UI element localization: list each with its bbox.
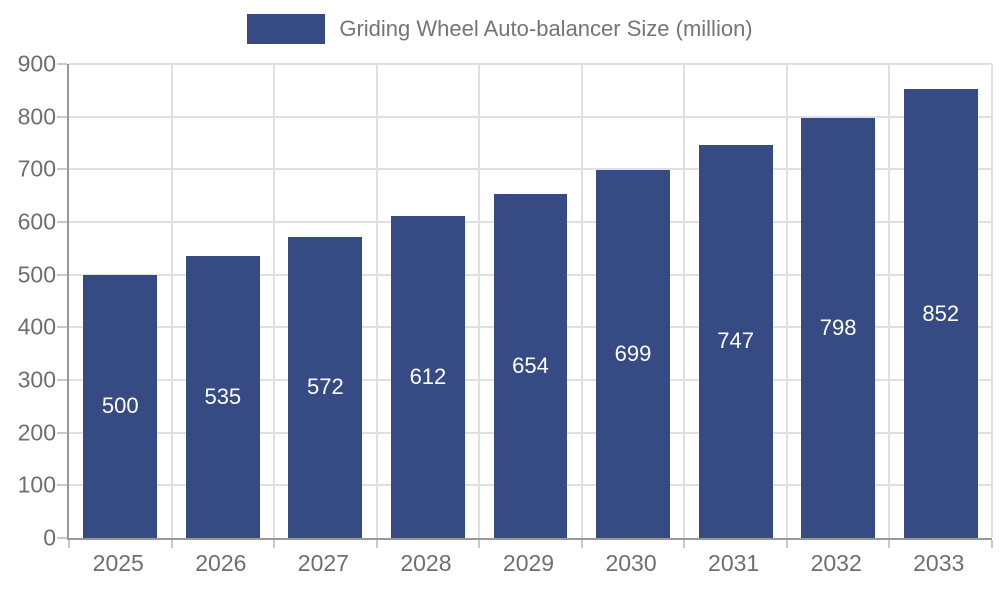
- x-axis-tick: [683, 540, 686, 548]
- x-axis-tick: [580, 540, 583, 548]
- bar-value-label: 852: [922, 300, 960, 326]
- y-axis-tick-label: 100: [17, 471, 56, 498]
- x-axis-tick-label: 2029: [502, 550, 555, 576]
- plot-area: 500 535 572 612 654 699 747 798 852: [57, 63, 993, 548]
- y-axis-tick-label: 200: [17, 419, 56, 446]
- gridline-horizontal: [69, 63, 992, 65]
- bar-2033: 852: [903, 89, 978, 538]
- y-axis-tick-label: 500: [17, 261, 56, 288]
- bar-value-label: 612: [409, 363, 447, 389]
- y-axis-tick: [57, 326, 67, 329]
- y-axis-tick-label: 800: [17, 103, 56, 130]
- bar-value-label: 654: [512, 352, 549, 378]
- y-axis-tick: [57, 273, 67, 276]
- bar-value-label: 500: [101, 393, 139, 419]
- x-axis-tick: [375, 540, 378, 548]
- legend: Griding Wheel Auto-balancer Size (millio…: [0, 14, 1000, 44]
- y-axis-tick: [57, 379, 67, 381]
- bar-2031: 747: [698, 144, 773, 538]
- gridline-vertical: [170, 64, 173, 538]
- gridline-vertical: [273, 64, 276, 538]
- y-axis-tick: [57, 63, 67, 65]
- gridline-vertical: [478, 64, 481, 538]
- gridline-vertical: [683, 64, 686, 538]
- x-axis-tick-label: 2026: [195, 550, 247, 576]
- x-axis-tick: [273, 540, 276, 548]
- bar-value-label: 535: [204, 384, 242, 410]
- y-axis-tick: [57, 537, 67, 539]
- y-axis-tick-label: 600: [17, 208, 56, 235]
- bar-value-label: 699: [614, 340, 652, 366]
- legend-swatch[interactable]: [247, 14, 326, 44]
- bar-2028: 612: [391, 215, 465, 538]
- x-axis-tick: [785, 540, 788, 548]
- y-axis-tick: [57, 431, 67, 434]
- bar-2029: 654: [493, 193, 568, 538]
- bar-value-label: 747: [717, 328, 754, 354]
- x-axis-tick: [888, 540, 891, 548]
- x-axis-tick-label: 2028: [400, 550, 452, 576]
- legend-label[interactable]: Griding Wheel Auto-balancer Size (millio…: [339, 16, 753, 41]
- y-axis-tick: [57, 221, 67, 223]
- x-axis: 2025 2026 2027 2028 2029 2030 2031 2032 2033: [67, 550, 992, 586]
- gridline-vertical: [888, 64, 891, 538]
- x-axis-tick-label: 2030: [605, 550, 657, 576]
- bar-2026: 535: [185, 256, 260, 538]
- x-axis-tick: [170, 540, 173, 548]
- y-axis: 0 100 200 300 400 500 600 700 800 900: [0, 51, 56, 551]
- y-axis-tick: [57, 168, 67, 171]
- y-axis-tick: [57, 484, 67, 487]
- x-axis-tick-label: 2025: [92, 550, 144, 576]
- x-axis-tick-label: 2031: [708, 550, 760, 576]
- y-axis-tick-label: 400: [17, 313, 56, 340]
- bar-2025: 500: [83, 274, 158, 538]
- y-axis-tick-label: 300: [17, 366, 56, 393]
- bar-2027: 572: [288, 236, 363, 538]
- y-axis-tick-label: 700: [17, 155, 56, 182]
- y-axis-tick: [57, 115, 67, 118]
- x-axis-tick-label: 2033: [913, 550, 965, 576]
- bar-2032: 798: [801, 117, 876, 538]
- bar-value-label: 798: [819, 314, 857, 340]
- x-axis-tick-label: 2027: [297, 550, 349, 576]
- x-axis-tick-label: 2032: [810, 550, 862, 576]
- x-axis-tick: [478, 540, 481, 548]
- gridline-vertical: [580, 64, 583, 538]
- x-axis-tick: [991, 540, 993, 548]
- y-axis-tick-label: 900: [17, 50, 56, 77]
- gridline-vertical: [991, 64, 993, 538]
- bar-2030: 699: [596, 169, 670, 538]
- bar-value-label: 572: [307, 374, 344, 400]
- x-axis-tick: [68, 540, 70, 548]
- gridline-vertical: [375, 64, 378, 538]
- gridline-vertical: [785, 64, 788, 538]
- y-axis-tick-label: 0: [43, 524, 56, 551]
